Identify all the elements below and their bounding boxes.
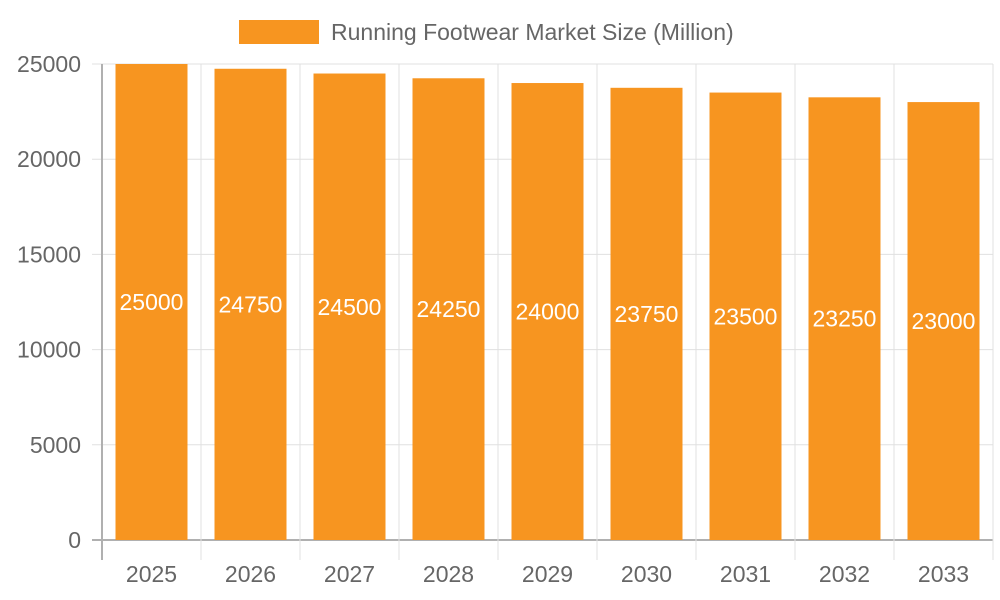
bar[interactable] <box>214 68 287 540</box>
bar[interactable] <box>709 92 782 540</box>
y-tick-label: 20000 <box>17 146 81 172</box>
bar[interactable] <box>115 64 188 540</box>
bar[interactable] <box>808 97 881 540</box>
x-tick-label: 2032 <box>819 561 870 587</box>
bar-value-label: 24500 <box>318 294 382 320</box>
x-tick-label: 2026 <box>225 561 276 587</box>
bar-value-label: 25000 <box>120 289 184 315</box>
y-tick-label: 25000 <box>17 51 81 77</box>
bar-value-label: 23250 <box>813 306 877 332</box>
x-tick-label: 2030 <box>621 561 672 587</box>
x-tick-label: 2025 <box>126 561 177 587</box>
y-tick-label: 5000 <box>30 432 81 458</box>
bar-value-label: 24000 <box>516 299 580 325</box>
bar-value-label: 24750 <box>219 291 283 317</box>
bar-value-label: 23500 <box>714 303 778 329</box>
x-tick-label: 2029 <box>522 561 573 587</box>
y-tick-label: 10000 <box>17 337 81 363</box>
bar-value-label: 24250 <box>417 296 481 322</box>
chart-legend[interactable]: Running Footwear Market Size (Million) <box>239 18 734 46</box>
bar[interactable] <box>511 83 584 540</box>
x-tick-label: 2027 <box>324 561 375 587</box>
x-tick-label: 2028 <box>423 561 474 587</box>
legend-swatch <box>239 20 319 44</box>
bar[interactable] <box>412 78 485 540</box>
y-tick-label: 15000 <box>17 241 81 267</box>
bar-value-label: 23000 <box>912 308 976 334</box>
bar[interactable] <box>313 73 386 541</box>
y-tick-label: 0 <box>68 527 81 553</box>
bar[interactable] <box>907 102 980 540</box>
bar[interactable] <box>610 87 683 541</box>
legend-label: Running Footwear Market Size (Million) <box>331 18 734 45</box>
x-tick-label: 2031 <box>720 561 771 587</box>
x-tick-label: 2033 <box>918 561 969 587</box>
bar-value-label: 23750 <box>615 301 679 327</box>
